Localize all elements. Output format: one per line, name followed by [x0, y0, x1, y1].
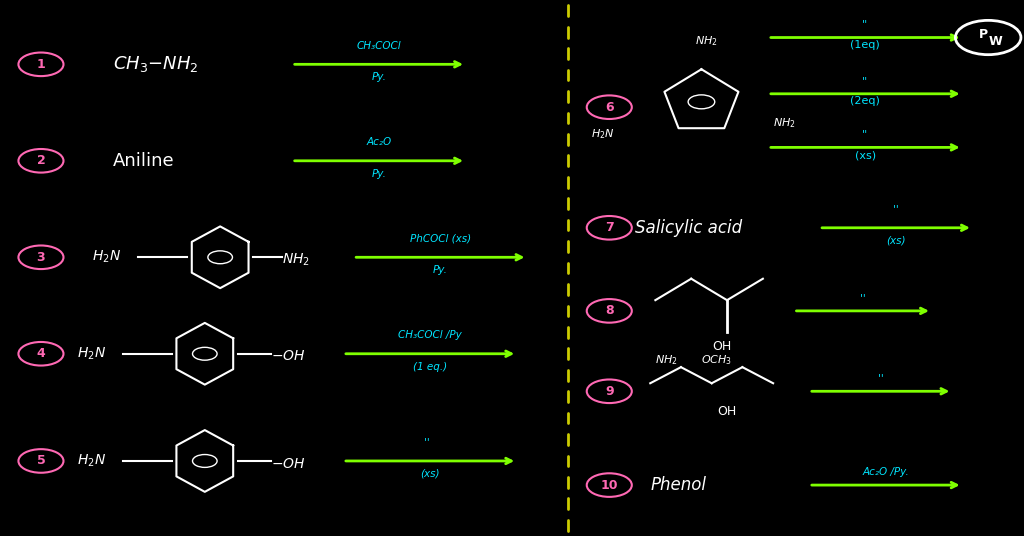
Text: 5: 5 — [37, 455, 45, 467]
Text: 2: 2 — [37, 154, 45, 167]
Text: $H_2N$: $H_2N$ — [591, 127, 614, 141]
Text: '': '' — [893, 204, 899, 214]
Text: (1 eq.): (1 eq.) — [413, 362, 447, 372]
Text: '': '' — [860, 293, 865, 303]
Text: Py.: Py. — [372, 169, 386, 179]
Text: (xs): (xs) — [420, 469, 440, 479]
Text: CH₃COCl: CH₃COCl — [356, 41, 401, 51]
Text: P: P — [979, 28, 987, 41]
Text: (xs): (xs) — [886, 236, 906, 246]
Text: $NH_2$: $NH_2$ — [282, 252, 309, 268]
Text: $CH_3$$-$$NH_2$: $CH_3$$-$$NH_2$ — [113, 54, 198, 75]
Text: 3: 3 — [37, 251, 45, 264]
Text: Salicylic acid: Salicylic acid — [635, 219, 742, 237]
Text: $-OH$: $-OH$ — [271, 457, 306, 471]
Text: '': '' — [862, 129, 868, 139]
Text: (1eq): (1eq) — [850, 40, 881, 50]
Text: '': '' — [862, 76, 868, 86]
Text: $H_2N$: $H_2N$ — [77, 453, 105, 469]
Text: 10: 10 — [600, 479, 618, 492]
Text: OH: OH — [718, 405, 736, 418]
Text: Ac₂O /Py.: Ac₂O /Py. — [862, 467, 909, 477]
Text: $NH_2$: $NH_2$ — [773, 116, 796, 130]
Text: 7: 7 — [605, 221, 613, 234]
Text: PhCOCl (xs): PhCOCl (xs) — [410, 234, 471, 244]
Text: '': '' — [424, 437, 436, 448]
Text: $H_2N$: $H_2N$ — [77, 346, 105, 362]
Text: 1: 1 — [37, 58, 45, 71]
Text: Phenol: Phenol — [650, 476, 707, 494]
Text: '': '' — [862, 19, 868, 29]
Text: CH₃COCl /Py: CH₃COCl /Py — [398, 330, 462, 340]
Text: OH: OH — [713, 340, 731, 353]
Text: '': '' — [878, 373, 884, 383]
Text: Py.: Py. — [433, 265, 447, 276]
Text: $H_2N$: $H_2N$ — [92, 249, 121, 265]
Text: Aniline: Aniline — [113, 152, 174, 170]
Text: $NH_2$: $NH_2$ — [655, 353, 678, 367]
Text: W: W — [988, 35, 1002, 48]
Text: 6: 6 — [605, 101, 613, 114]
Text: (xs): (xs) — [855, 150, 876, 160]
Text: 9: 9 — [605, 385, 613, 398]
Text: Ac₂O: Ac₂O — [367, 137, 391, 147]
Text: $-OH$: $-OH$ — [271, 349, 306, 363]
Text: $OCH_3$: $OCH_3$ — [701, 353, 732, 367]
Text: 4: 4 — [37, 347, 45, 360]
Text: Py.: Py. — [372, 72, 386, 83]
Text: $NH_2$: $NH_2$ — [695, 34, 718, 48]
Text: (2eq): (2eq) — [850, 96, 881, 107]
Text: 8: 8 — [605, 304, 613, 317]
